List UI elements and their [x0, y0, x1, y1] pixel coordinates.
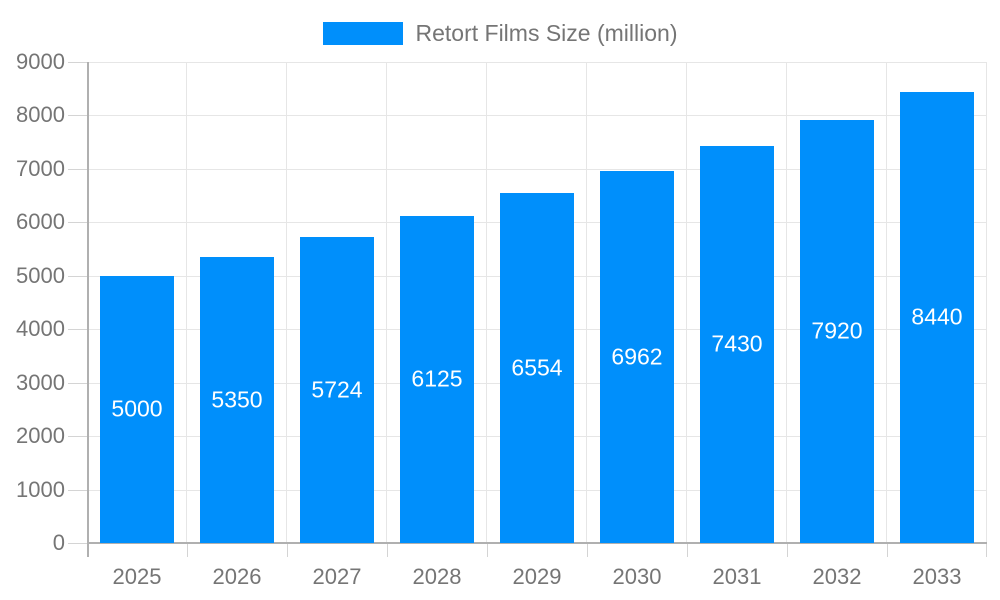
y-axis-tick: [68, 543, 87, 544]
x-axis-label: 2027: [312, 564, 362, 589]
bar-value-label: 5724: [311, 376, 363, 403]
gridline-horizontal: [87, 62, 987, 63]
bar-2029[interactable]: 6554: [500, 192, 574, 543]
y-axis-tick: [68, 275, 87, 277]
bar-2033[interactable]: 8440: [900, 91, 974, 543]
legend: Retort Films Size (million): [0, 20, 1000, 47]
x-axis-tick: [187, 543, 188, 557]
gridline-vertical: [286, 62, 287, 543]
bar-2028[interactable]: 6125: [400, 215, 474, 543]
y-axis-tick: [68, 115, 87, 117]
x-axis-label: 2029: [512, 564, 562, 589]
x-axis-tick: [887, 543, 888, 557]
y-axis-label: 0: [52, 530, 65, 555]
bar-value-label: 5350: [211, 386, 263, 413]
x-axis-label: 2025: [112, 564, 162, 589]
x-axis-label: 2030: [612, 564, 662, 589]
legend-label: Retort Films Size (million): [415, 20, 678, 46]
x-axis-tick: [387, 543, 388, 557]
y-axis-tick: [68, 382, 87, 384]
x-axis-label: 2033: [912, 564, 962, 589]
x-axis-label: 2032: [812, 564, 862, 589]
bar-value-label: 6554: [511, 354, 563, 381]
bar-2031[interactable]: 7430: [700, 145, 774, 543]
y-axis-tick: [68, 168, 87, 170]
y-axis-tick: [68, 222, 87, 224]
bar-2026[interactable]: 5350: [200, 257, 274, 543]
y-axis-tick: [68, 489, 87, 491]
bar-2032[interactable]: 7920: [800, 119, 874, 543]
bar-value-label: 7920: [811, 317, 863, 344]
bar-2030[interactable]: 6962: [600, 170, 674, 543]
y-axis-line: [87, 62, 89, 557]
x-axis-label: 2028: [412, 564, 462, 589]
gridline-vertical: [586, 62, 587, 543]
y-axis-label: 4000: [16, 316, 65, 342]
y-axis-label: 1000: [16, 476, 65, 502]
y-axis-tick: [68, 436, 87, 438]
y-axis-tick: [68, 62, 87, 63]
gridline-vertical: [386, 62, 387, 543]
y-axis-label: 7000: [16, 155, 65, 181]
gridline-vertical: [786, 62, 787, 543]
gridline-vertical: [486, 62, 487, 543]
x-axis-label: 2031: [712, 564, 762, 589]
bar-value-label: 8440: [911, 303, 963, 330]
legend-item[interactable]: Retort Films Size (million): [322, 20, 678, 47]
x-axis-tick: [487, 543, 488, 557]
x-axis-label: 2026: [212, 564, 262, 589]
x-axis-tick: [587, 543, 588, 557]
x-axis-tick: [787, 543, 788, 557]
x-axis-tick: [986, 543, 987, 557]
y-axis-label: 2000: [16, 423, 65, 449]
bar-value-label: 5000: [111, 395, 163, 422]
y-axis-label: 8000: [16, 102, 65, 128]
legend-swatch-icon: [322, 22, 403, 45]
y-axis-label: 5000: [16, 262, 65, 288]
gridline-vertical: [886, 62, 887, 543]
gridline-horizontal: [87, 115, 987, 117]
y-axis-label: 3000: [16, 369, 65, 395]
bar-2025[interactable]: 5000: [100, 275, 174, 543]
bar-value-label: 6962: [611, 343, 663, 370]
x-axis-tick: [687, 543, 688, 557]
bar-2027[interactable]: 5724: [300, 237, 374, 543]
x-axis-tick: [287, 543, 288, 557]
x-axis-line: [87, 542, 987, 544]
gridline-vertical: [686, 62, 687, 543]
bar-value-label: 6125: [411, 365, 463, 392]
gridline-horizontal: [87, 168, 987, 170]
y-axis-label: 9000: [16, 49, 65, 74]
gridline-vertical: [986, 62, 987, 543]
gridline-vertical: [186, 62, 187, 543]
y-axis-label: 6000: [16, 209, 65, 235]
bar-value-label: 7430: [711, 330, 763, 357]
y-axis-tick: [68, 329, 87, 331]
plot-area: 0 1000 2000 3000 4000 5000 6000 7000 8000 9000 500…: [16, 49, 987, 589]
